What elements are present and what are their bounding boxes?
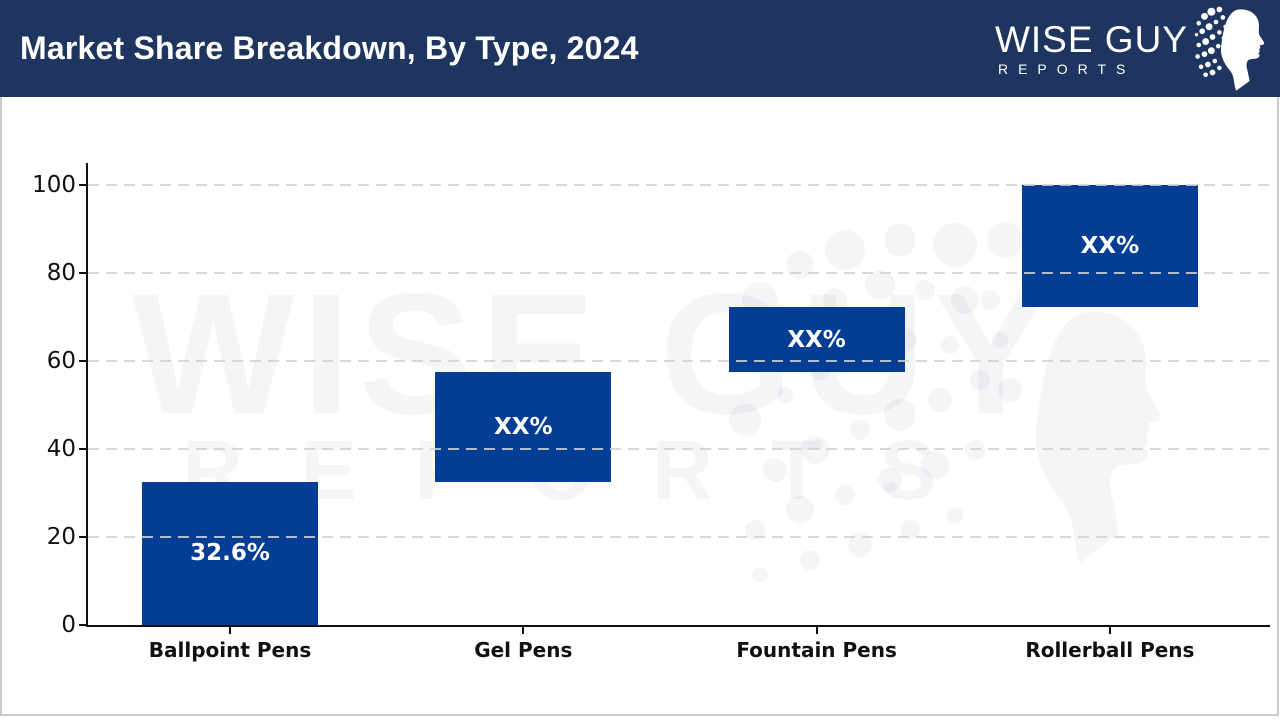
y-tick-mark <box>79 184 86 186</box>
chart-title: Market Share Breakdown, By Type, 2024 <box>20 30 639 66</box>
y-axis-line <box>86 163 88 627</box>
x-category-label: Fountain Pens <box>736 638 897 662</box>
brand-subname: REPORTS <box>997 61 1136 77</box>
y-tick-mark <box>79 448 86 450</box>
x-tick-mark <box>815 627 818 634</box>
y-tick-mark <box>79 360 86 362</box>
y-gridline <box>88 448 1270 450</box>
wiseguy-face-icon <box>1194 6 1265 91</box>
bar-rollerball-pens <box>1021 185 1198 308</box>
y-tick-label: 40 <box>46 436 76 462</box>
y-tick-label: 100 <box>32 172 76 198</box>
watermark-face-icon <box>729 222 1161 583</box>
y-tick-mark <box>79 536 86 538</box>
x-axis-line <box>86 625 1270 627</box>
x-tick-mark <box>229 627 231 634</box>
bar-value-label: XX% <box>787 326 846 353</box>
x-category-label: Ballpoint Pens <box>148 638 312 662</box>
x-tick-mark <box>522 627 525 634</box>
header-banner: Market Share Breakdown, By Type, 2024 WI… <box>0 0 1280 97</box>
bar-value-label: 32.6% <box>190 540 270 567</box>
brand-logo-text: WISE GUY REPORTS <box>995 21 1188 76</box>
bar-value-label: XX% <box>1080 233 1140 260</box>
brand-logo: WISE GUY REPORTS <box>995 6 1280 92</box>
x-category-label: Gel Pens <box>474 638 573 662</box>
y-tick-mark <box>79 624 86 626</box>
y-gridline <box>88 360 1270 362</box>
bar-value-label: XX% <box>494 414 553 440</box>
brand-name: WISE GUY <box>994 19 1188 60</box>
bar-ballpoint-pens <box>142 481 318 625</box>
y-tick-mark <box>79 272 86 274</box>
bar-gel-pens <box>435 372 612 482</box>
x-tick-mark <box>1108 627 1111 634</box>
y-gridline <box>88 184 1270 186</box>
y-tick-label: 0 <box>61 612 76 638</box>
y-tick-label: 60 <box>46 348 76 374</box>
y-gridline <box>88 272 1270 274</box>
y-tick-label: 80 <box>46 260 76 286</box>
y-tick-label: 20 <box>46 524 76 550</box>
y-gridline <box>88 536 1270 538</box>
x-category-label: Rollerball Pens <box>1025 638 1195 662</box>
